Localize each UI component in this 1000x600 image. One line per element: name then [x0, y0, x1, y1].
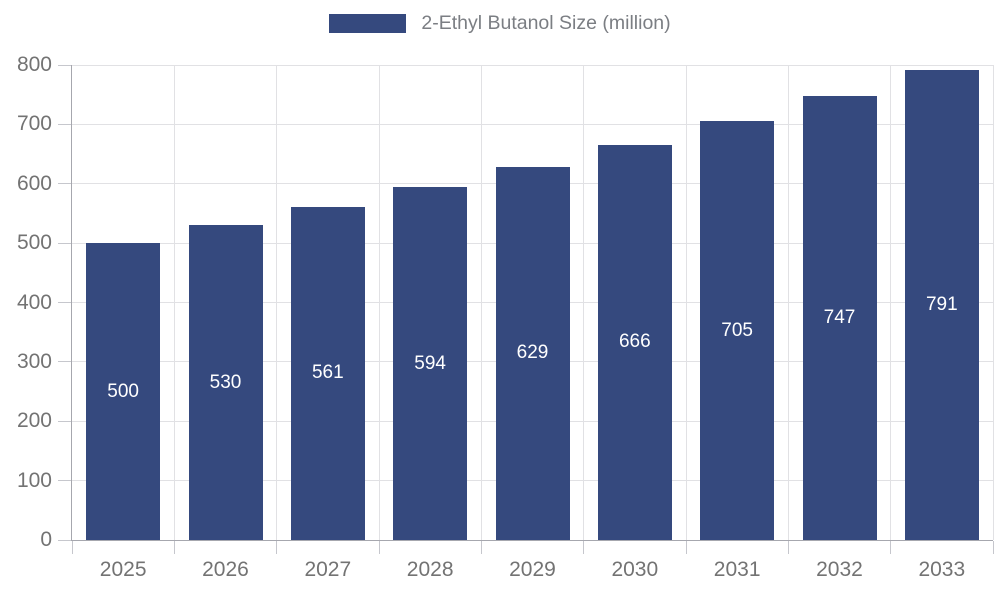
- bar-2030[interactable]: [597, 144, 672, 540]
- bar-value-label: 747: [823, 307, 856, 329]
- x-axis-tick: [173, 541, 175, 554]
- x-axis-label: 2025: [99, 558, 147, 581]
- bar-value-label: 530: [209, 371, 242, 393]
- bar-2029[interactable]: [495, 166, 570, 540]
- gridline-vertical: [583, 65, 585, 540]
- x-axis-tick: [583, 541, 585, 554]
- gridline-horizontal: [72, 64, 993, 66]
- x-axis-label: 2031: [713, 558, 761, 581]
- x-axis-label: 2027: [304, 558, 352, 581]
- legend-label[interactable]: 2-Ethyl Butanol Size (million): [421, 11, 671, 34]
- bar-2025[interactable]: [86, 243, 161, 540]
- gridline-vertical: [890, 65, 892, 540]
- gridline-vertical: [685, 65, 687, 540]
- x-axis-line: [71, 540, 993, 541]
- x-axis-tick: [890, 541, 892, 554]
- bar-value-label: 500: [107, 380, 139, 402]
- x-axis-label: 2032: [816, 558, 863, 581]
- bar-value-label: 666: [618, 331, 651, 353]
- y-axis-tick: [58, 123, 72, 125]
- y-axis-label: 300: [16, 349, 52, 373]
- y-axis-label: 200: [16, 409, 52, 433]
- y-axis-tick: [58, 361, 72, 363]
- x-axis-tick: [685, 541, 687, 554]
- x-axis-tick: [276, 541, 278, 554]
- legend-swatch-icon[interactable]: [329, 13, 407, 33]
- bar-2028[interactable]: [393, 187, 468, 540]
- gridline-horizontal: [72, 123, 993, 125]
- legend[interactable]: 2-Ethyl Butanol Size (million): [0, 0, 1000, 46]
- x-axis-label: 2028: [406, 558, 454, 581]
- y-axis-tick: [58, 480, 72, 482]
- y-axis-line: [71, 65, 72, 541]
- bar-2027[interactable]: [290, 206, 365, 540]
- y-axis-label: 700: [16, 112, 52, 136]
- plot-area: 500 530 561 594 629 666 705 747 791: [72, 64, 994, 540]
- x-axis-tick: [378, 541, 380, 554]
- y-axis-label: 0: [40, 528, 52, 551]
- y-axis-tick: [58, 420, 72, 422]
- bar-2033[interactable]: [904, 70, 979, 540]
- x-axis-label: 2029: [509, 558, 556, 581]
- y-axis-label: 800: [16, 53, 52, 76]
- x-axis-label: 2030: [611, 558, 659, 581]
- bar-value-label: 594: [414, 352, 446, 374]
- bar-2031[interactable]: [700, 121, 775, 540]
- gridline-vertical: [480, 65, 482, 540]
- x-axis-tick: [992, 541, 994, 554]
- bar-value-label: 629: [516, 342, 549, 364]
- x-axis-label: 2026: [202, 558, 249, 581]
- y-axis-tick: [58, 242, 72, 244]
- gridline-vertical: [378, 65, 380, 540]
- x-axis-tick: [787, 541, 789, 554]
- y-axis-label: 400: [16, 290, 52, 314]
- x-axis-tick: [480, 541, 482, 554]
- y-axis-label: 100: [16, 468, 52, 492]
- gridline-vertical: [276, 65, 278, 540]
- bar-2032[interactable]: [802, 96, 877, 540]
- y-axis-tick: [58, 302, 72, 303]
- y-axis-tick: [58, 64, 72, 66]
- y-axis-tick: [58, 183, 72, 185]
- y-axis-tick: [58, 539, 72, 541]
- x-axis-tick: [71, 541, 73, 554]
- bar-value-label: 561: [311, 362, 344, 384]
- y-axis-label: 500: [16, 231, 52, 255]
- gridline-vertical: [992, 65, 994, 540]
- bar-2026[interactable]: [188, 225, 263, 540]
- bar-value-label: 705: [721, 319, 753, 341]
- gridline-vertical: [173, 65, 175, 540]
- x-axis-label: 2033: [918, 558, 966, 581]
- gridline-vertical: [787, 65, 789, 540]
- y-axis-label: 600: [16, 171, 52, 195]
- bar-value-label: 791: [925, 294, 958, 316]
